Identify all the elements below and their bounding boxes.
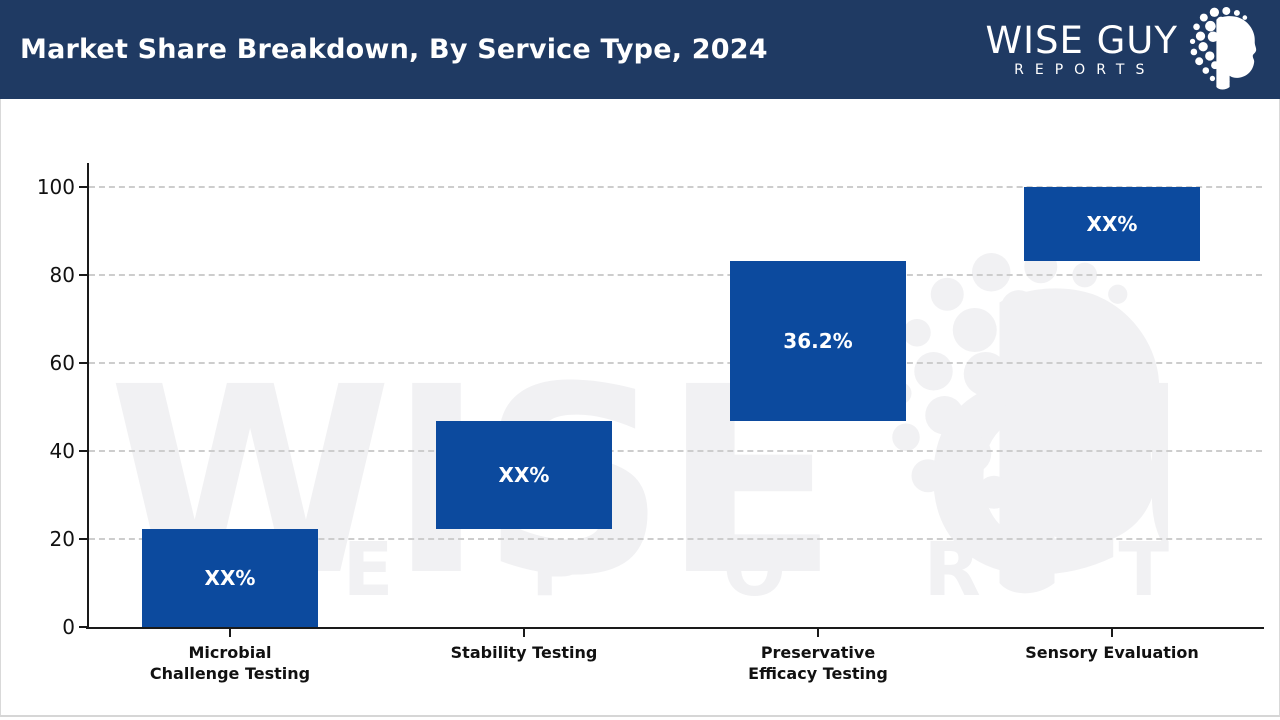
watermark-face-dots-icon xyxy=(889,250,1165,594)
y-tick-label: 100 xyxy=(36,174,75,199)
x-axis-spine xyxy=(86,627,1264,629)
gridline xyxy=(89,185,1262,188)
bar: 36.2% xyxy=(730,261,906,421)
brand-logo-text: WISE GUY REPORTS xyxy=(986,22,1178,77)
y-tick-label: 0 xyxy=(62,615,75,639)
x-axis-label: Preservative Efficacy Testing xyxy=(658,642,978,684)
brand-logo: WISE GUY REPORTS xyxy=(986,6,1266,93)
x-axis-label: Sensory Evaluation xyxy=(952,642,1272,663)
bar: XX% xyxy=(436,420,612,529)
x-tick-mark xyxy=(523,629,525,637)
bar: XX% xyxy=(142,528,318,627)
bar-value-label: XX% xyxy=(498,462,550,487)
frame-border-left xyxy=(0,99,1,716)
y-axis-spine xyxy=(87,163,89,629)
frame-border-bottom xyxy=(0,715,1280,717)
gridline xyxy=(89,537,1262,540)
y-tick-label: 20 xyxy=(49,526,75,551)
x-axis-label-line: Sensory Evaluation xyxy=(1025,643,1199,662)
brand-subtitle: REPORTS xyxy=(1014,62,1156,78)
x-axis-label-line: Efficacy Testing xyxy=(748,664,888,683)
header-bar: Market Share Breakdown, By Service Type,… xyxy=(0,0,1280,99)
y-tick-label: 60 xyxy=(49,350,75,375)
page-title: Market Share Breakdown, By Service Type,… xyxy=(20,34,768,65)
y-tick-mark xyxy=(79,273,87,276)
bar-value-label: XX% xyxy=(1086,211,1138,236)
chart-area: WISE GUY R E P O R T S 020406080100XX%Mi… xyxy=(0,99,1280,720)
x-tick-mark xyxy=(817,629,819,637)
x-axis-label: Microbial Challenge Testing xyxy=(70,642,390,684)
y-tick-mark xyxy=(79,361,87,364)
y-tick-mark xyxy=(79,449,87,452)
x-axis-label-line: Stability Testing xyxy=(450,643,598,662)
bar-value-label: 36.2% xyxy=(783,329,853,354)
bar-value-label: XX% xyxy=(204,565,256,590)
x-axis-label-line: Preservative xyxy=(760,643,876,662)
gridline xyxy=(89,273,1262,276)
gridline xyxy=(89,361,1262,364)
x-axis-label-line: Microbial xyxy=(188,643,272,662)
y-tick-mark xyxy=(79,185,87,188)
y-tick-mark xyxy=(79,626,87,628)
x-tick-mark xyxy=(1111,629,1113,637)
gridline xyxy=(89,449,1262,452)
bar: XX% xyxy=(1024,186,1200,262)
x-tick-mark xyxy=(229,629,231,637)
face-dots-logo-icon xyxy=(1189,6,1257,90)
y-tick-label: 80 xyxy=(49,262,75,287)
x-axis-label-line: Challenge Testing xyxy=(149,664,311,683)
brand-name: WISE GUY xyxy=(985,19,1178,62)
y-tick-label: 40 xyxy=(49,438,75,463)
x-axis-label: Stability Testing xyxy=(364,642,684,663)
y-tick-mark xyxy=(79,537,87,540)
